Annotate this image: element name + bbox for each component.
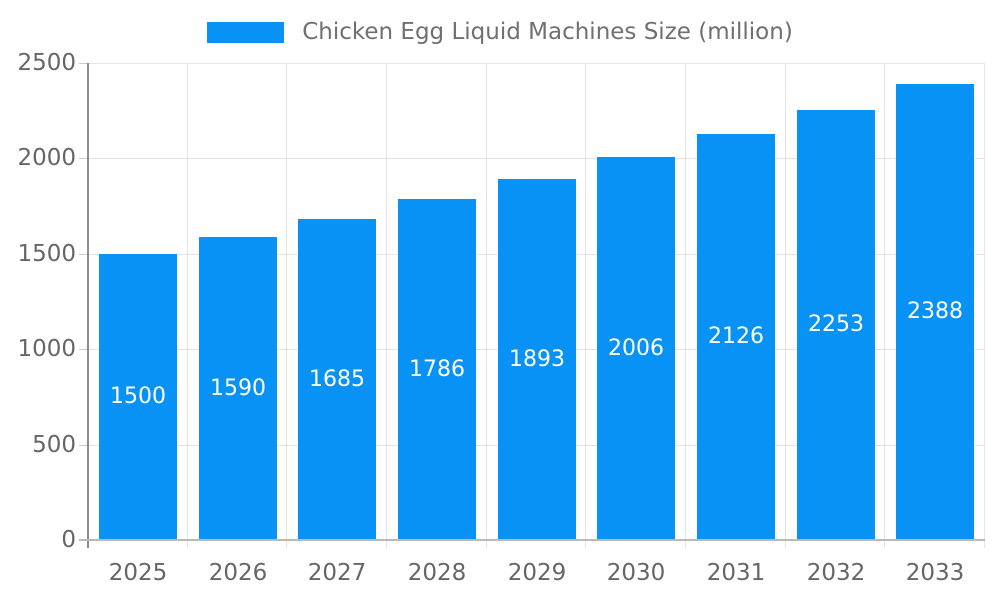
y-axis-line — [87, 63, 89, 548]
legend-swatch — [207, 21, 285, 43]
bar-value-label: 1685 — [309, 367, 365, 392]
bar[interactable] — [896, 84, 974, 540]
v-gridline — [486, 63, 487, 548]
y-tick-label: 1500 — [17, 241, 76, 267]
v-gridline — [386, 63, 387, 548]
bar[interactable] — [199, 237, 277, 540]
x-tick-label: 2028 — [407, 560, 467, 586]
x-tick-label: 2025 — [108, 560, 168, 586]
v-gridline — [884, 63, 885, 548]
h-gridline — [88, 158, 985, 159]
y-tick-mark — [79, 445, 87, 446]
y-tick-label: 1000 — [17, 336, 76, 362]
y-tick-mark — [79, 254, 87, 255]
bar-value-label: 2388 — [907, 299, 963, 324]
v-gridline — [785, 63, 786, 548]
plot-area: 1500 1590 1685 1786 1893 2006 2126 2253 2388 — [79, 63, 985, 548]
legend[interactable]: Chicken Egg Liquid Machines Size (millio… — [0, 16, 1000, 48]
bar-value-label: 1590 — [210, 376, 266, 401]
bar[interactable] — [597, 157, 675, 540]
x-tick-label: 2031 — [706, 560, 766, 586]
v-gridline — [286, 63, 287, 548]
bar[interactable] — [298, 219, 376, 540]
y-tick-mark — [79, 349, 87, 350]
bar-value-label: 1786 — [409, 357, 465, 382]
y-tick-label: 0 — [61, 527, 76, 553]
x-tick-label: 2027 — [307, 560, 367, 586]
x-tick-label: 2032 — [806, 560, 866, 586]
x-tick-label: 2026 — [208, 560, 268, 586]
legend-label: Chicken Egg Liquid Machines Size (millio… — [302, 19, 793, 45]
y-tick-label: 500 — [32, 432, 76, 458]
bar[interactable] — [498, 179, 576, 540]
h-gridline — [88, 63, 985, 64]
bar[interactable] — [797, 110, 875, 540]
bar-value-label: 1500 — [110, 384, 166, 409]
y-tick-label: 2000 — [17, 145, 76, 171]
x-tick-label: 2033 — [905, 560, 965, 586]
bar[interactable] — [697, 134, 775, 540]
v-gridline — [585, 63, 586, 548]
v-gridline — [187, 63, 188, 548]
x-tick-label: 2030 — [606, 560, 666, 586]
y-tick-label: 2500 — [17, 50, 76, 76]
bar[interactable] — [99, 254, 177, 540]
bar-value-label: 2126 — [708, 324, 764, 349]
bar[interactable] — [398, 199, 476, 540]
y-tick-mark — [79, 158, 87, 159]
x-tick-label: 2029 — [507, 560, 567, 586]
y-tick-mark — [79, 63, 87, 64]
bar-value-label: 1893 — [509, 347, 565, 372]
bar-value-label: 2006 — [608, 336, 664, 361]
v-gridline — [984, 63, 985, 548]
zero-line — [79, 539, 985, 541]
bar-value-label: 2253 — [808, 312, 864, 337]
v-gridline — [685, 63, 686, 548]
